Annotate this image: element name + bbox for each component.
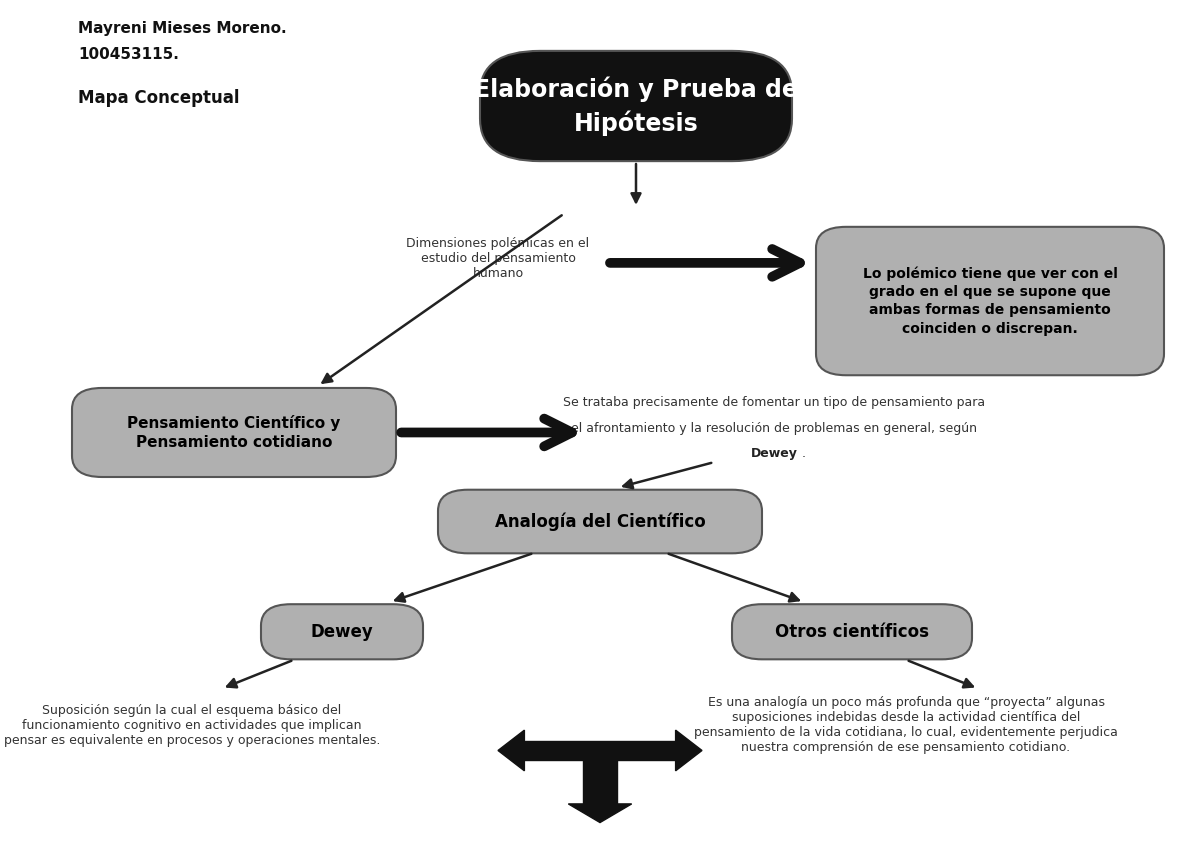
Text: .: .	[802, 447, 805, 460]
FancyBboxPatch shape	[72, 388, 396, 477]
Text: Dewey: Dewey	[750, 447, 798, 460]
Text: Se trataba precisamente de fomentar un tipo de pensamiento para: Se trataba precisamente de fomentar un t…	[563, 396, 985, 410]
Text: Suposición según la cual el esquema básico del
funcionamiento cognitivo en activ: Suposición según la cual el esquema bási…	[4, 704, 380, 746]
Polygon shape	[676, 730, 702, 771]
Text: Dimensiones polémicas en el
estudio del pensamiento
humano: Dimensiones polémicas en el estudio del …	[407, 237, 589, 280]
Text: Lo polémico tiene que ver con el
grado en el que se supone que
ambas formas de p: Lo polémico tiene que ver con el grado e…	[863, 266, 1117, 336]
Text: Mayreni Mieses Moreno.: Mayreni Mieses Moreno.	[78, 21, 287, 36]
FancyBboxPatch shape	[480, 51, 792, 161]
Polygon shape	[569, 804, 631, 823]
FancyBboxPatch shape	[732, 604, 972, 660]
Text: Dewey: Dewey	[311, 622, 373, 641]
Text: Elaboración y Prueba de
Hipótesis: Elaboración y Prueba de Hipótesis	[474, 76, 798, 136]
Text: Es una analogía un poco más profunda que “proyecta” algunas
suposiciones indebid: Es una analogía un poco más profunda que…	[694, 696, 1118, 754]
Text: Otros científicos: Otros científicos	[775, 622, 929, 641]
Text: el afrontamiento y la resolución de problemas en general, según: el afrontamiento y la resolución de prob…	[571, 421, 977, 435]
FancyBboxPatch shape	[438, 489, 762, 554]
FancyBboxPatch shape	[816, 227, 1164, 375]
Text: 100453115.: 100453115.	[78, 47, 179, 62]
Polygon shape	[583, 760, 617, 804]
Text: Mapa Conceptual: Mapa Conceptual	[78, 89, 240, 107]
Text: Pensamiento Científico y
Pensamiento cotidiano: Pensamiento Científico y Pensamiento cot…	[127, 415, 341, 450]
FancyBboxPatch shape	[260, 604, 424, 660]
Polygon shape	[498, 730, 524, 771]
Polygon shape	[524, 741, 676, 760]
Text: Analogía del Científico: Analogía del Científico	[494, 512, 706, 531]
